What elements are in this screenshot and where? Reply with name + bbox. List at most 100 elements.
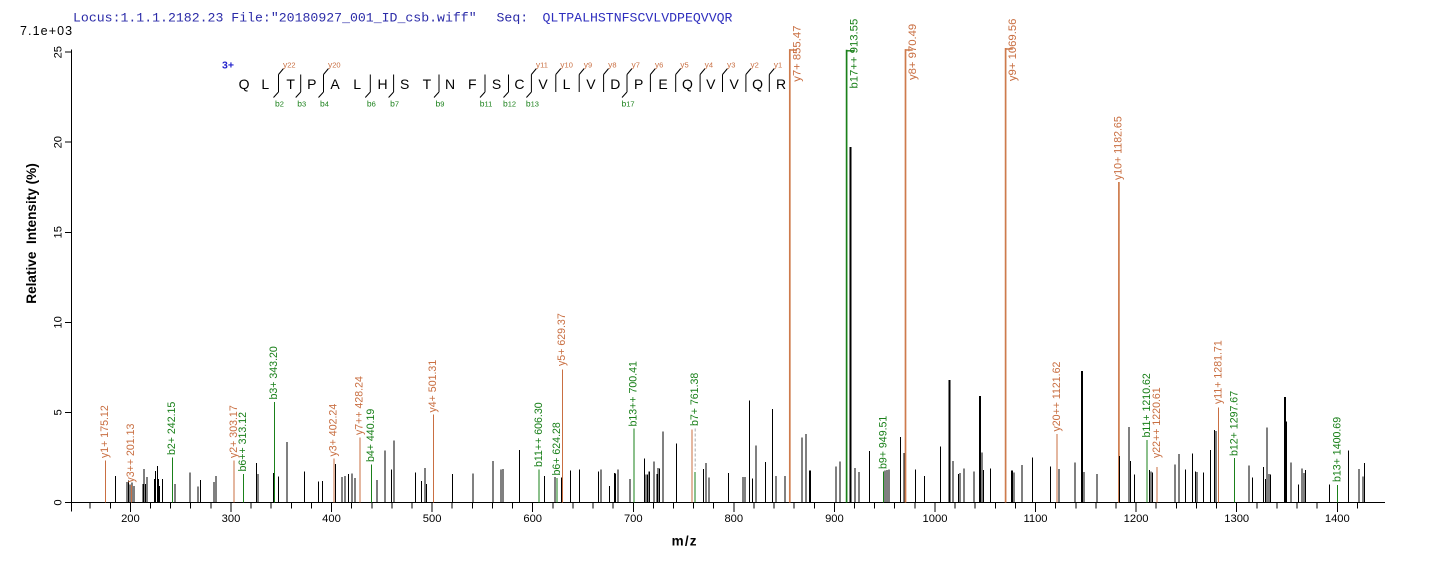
svg-text:F: F <box>468 76 477 92</box>
svg-text:y20++ 1121.62: y20++ 1121.62 <box>1051 361 1063 431</box>
svg-text:V: V <box>586 76 596 92</box>
svg-text:y8: y8 <box>608 60 616 70</box>
svg-text:T: T <box>423 76 432 92</box>
svg-text:7.1e+03: 7.1e+03 <box>20 24 73 38</box>
svg-text:L: L <box>563 76 571 92</box>
svg-text:0: 0 <box>53 499 65 505</box>
svg-text:Q: Q <box>752 76 763 92</box>
svg-text:b12: b12 <box>503 99 516 109</box>
svg-text:V: V <box>538 76 548 92</box>
svg-text:20: 20 <box>53 136 65 148</box>
svg-text:y2: y2 <box>750 60 758 70</box>
svg-text:y22++ 1220.61: y22++ 1220.61 <box>1151 387 1163 458</box>
svg-text:E: E <box>658 76 667 92</box>
svg-text:H: H <box>377 76 387 92</box>
svg-text:y11: y11 <box>536 60 548 70</box>
svg-text:b11+ 1210.62: b11+ 1210.62 <box>1141 373 1153 437</box>
svg-text:L: L <box>353 76 361 92</box>
svg-text:b9+ 949.51: b9+ 949.51 <box>877 416 889 469</box>
svg-text:A: A <box>330 76 340 92</box>
svg-text:15: 15 <box>53 226 65 238</box>
svg-text:b11++ 606.30: b11++ 606.30 <box>533 402 545 467</box>
svg-text:y3: y3 <box>727 60 735 70</box>
svg-text:b6+ 624.28: b6+ 624.28 <box>551 422 563 475</box>
svg-text:b2: b2 <box>275 99 284 109</box>
svg-text:y9+ 1069.56: y9+ 1069.56 <box>1007 19 1019 82</box>
svg-text:C: C <box>514 76 524 92</box>
svg-text:300: 300 <box>222 513 241 525</box>
svg-text:QLTPALHSTNFSCVLVDPEQVVQR: QLTPALHSTNFSCVLVDPEQVVQR <box>543 11 733 26</box>
svg-text:200: 200 <box>121 513 140 525</box>
svg-text:y6: y6 <box>655 60 663 70</box>
svg-text:S: S <box>400 76 409 92</box>
svg-text:b7+ 761.38: b7+ 761.38 <box>689 373 701 426</box>
svg-text:900: 900 <box>825 513 844 525</box>
svg-text:D: D <box>610 76 620 92</box>
svg-text:y2+ 303.17: y2+ 303.17 <box>228 405 240 458</box>
svg-text:Relative Intensity (%): Relative Intensity (%) <box>24 163 39 304</box>
svg-text:S: S <box>492 76 501 92</box>
svg-text:800: 800 <box>724 513 743 525</box>
svg-text:600: 600 <box>523 513 542 525</box>
svg-text:N: N <box>445 76 455 92</box>
svg-text:b6: b6 <box>367 99 376 109</box>
svg-text:b9: b9 <box>436 99 445 109</box>
svg-text:y4: y4 <box>705 60 713 70</box>
svg-text:Seq:: Seq: <box>497 11 529 26</box>
svg-text:y9: y9 <box>584 60 592 70</box>
svg-text:10: 10 <box>53 316 65 328</box>
svg-text:Locus:1.1.1.2182.23 File:"2018: Locus:1.1.1.2182.23 File:"20180927_001_I… <box>73 11 477 26</box>
svg-text:b6++ 313.12: b6++ 313.12 <box>237 412 249 472</box>
svg-text:b2+ 242.15: b2+ 242.15 <box>166 402 178 455</box>
svg-text:y22: y22 <box>283 60 296 70</box>
svg-text:R: R <box>776 76 786 92</box>
svg-text:y11+ 1281.71: y11+ 1281.71 <box>1212 340 1224 404</box>
svg-text:b13: b13 <box>526 99 539 109</box>
svg-text:Q: Q <box>239 76 250 92</box>
svg-text:b11: b11 <box>480 99 493 109</box>
svg-text:b3+ 343.20: b3+ 343.20 <box>268 346 280 399</box>
svg-text:5: 5 <box>53 409 65 415</box>
svg-text:b4: b4 <box>320 99 329 109</box>
svg-text:y10: y10 <box>560 60 573 70</box>
svg-text:y5: y5 <box>680 60 688 70</box>
svg-text:1300: 1300 <box>1224 513 1249 525</box>
svg-text:m/z: m/z <box>672 534 698 549</box>
svg-text:500: 500 <box>423 513 442 525</box>
svg-text:P: P <box>307 76 316 92</box>
svg-text:T: T <box>286 76 295 92</box>
svg-text:y20: y20 <box>328 60 341 70</box>
svg-text:V: V <box>706 76 716 92</box>
svg-text:b13++ 700.41: b13++ 700.41 <box>628 361 640 427</box>
svg-text:b3: b3 <box>297 99 306 109</box>
svg-text:y10+ 1182.65: y10+ 1182.65 <box>1113 116 1125 180</box>
svg-text:Q: Q <box>682 76 693 92</box>
svg-text:P: P <box>634 76 643 92</box>
svg-text:y1+ 175.12: y1+ 175.12 <box>99 405 111 458</box>
svg-text:y1: y1 <box>774 60 782 70</box>
svg-text:y7++ 428.24: y7++ 428.24 <box>354 376 366 435</box>
svg-text:V: V <box>730 76 740 92</box>
svg-text:b7: b7 <box>390 99 399 109</box>
svg-text:1000: 1000 <box>923 513 948 525</box>
svg-text:700: 700 <box>624 513 643 525</box>
svg-text:y8+ 970.49: y8+ 970.49 <box>907 24 919 80</box>
svg-text:1100: 1100 <box>1023 513 1047 525</box>
svg-text:1200: 1200 <box>1124 513 1149 525</box>
svg-text:y5+ 629.37: y5+ 629.37 <box>556 313 568 366</box>
svg-text:b17++ 913.55: b17++ 913.55 <box>849 19 861 89</box>
svg-text:1400: 1400 <box>1325 513 1350 525</box>
svg-text:y3++ 201.13: y3++ 201.13 <box>125 423 137 482</box>
svg-text:y3+ 402.24: y3+ 402.24 <box>328 404 340 457</box>
svg-text:L: L <box>261 76 269 92</box>
svg-text:3+: 3+ <box>222 60 234 72</box>
svg-text:y7: y7 <box>632 60 640 70</box>
svg-text:b4+ 440.19: b4+ 440.19 <box>365 409 377 462</box>
svg-text:400: 400 <box>322 513 341 525</box>
svg-text:25: 25 <box>53 46 65 58</box>
svg-text:b13+ 1400.69: b13+ 1400.69 <box>1331 417 1343 482</box>
svg-text:y7+ 855.47: y7+ 855.47 <box>791 26 803 82</box>
svg-text:b17: b17 <box>621 99 634 109</box>
svg-text:y4+ 501.31: y4+ 501.31 <box>427 360 439 413</box>
svg-text:b12+ 1297.67: b12+ 1297.67 <box>1228 391 1240 456</box>
